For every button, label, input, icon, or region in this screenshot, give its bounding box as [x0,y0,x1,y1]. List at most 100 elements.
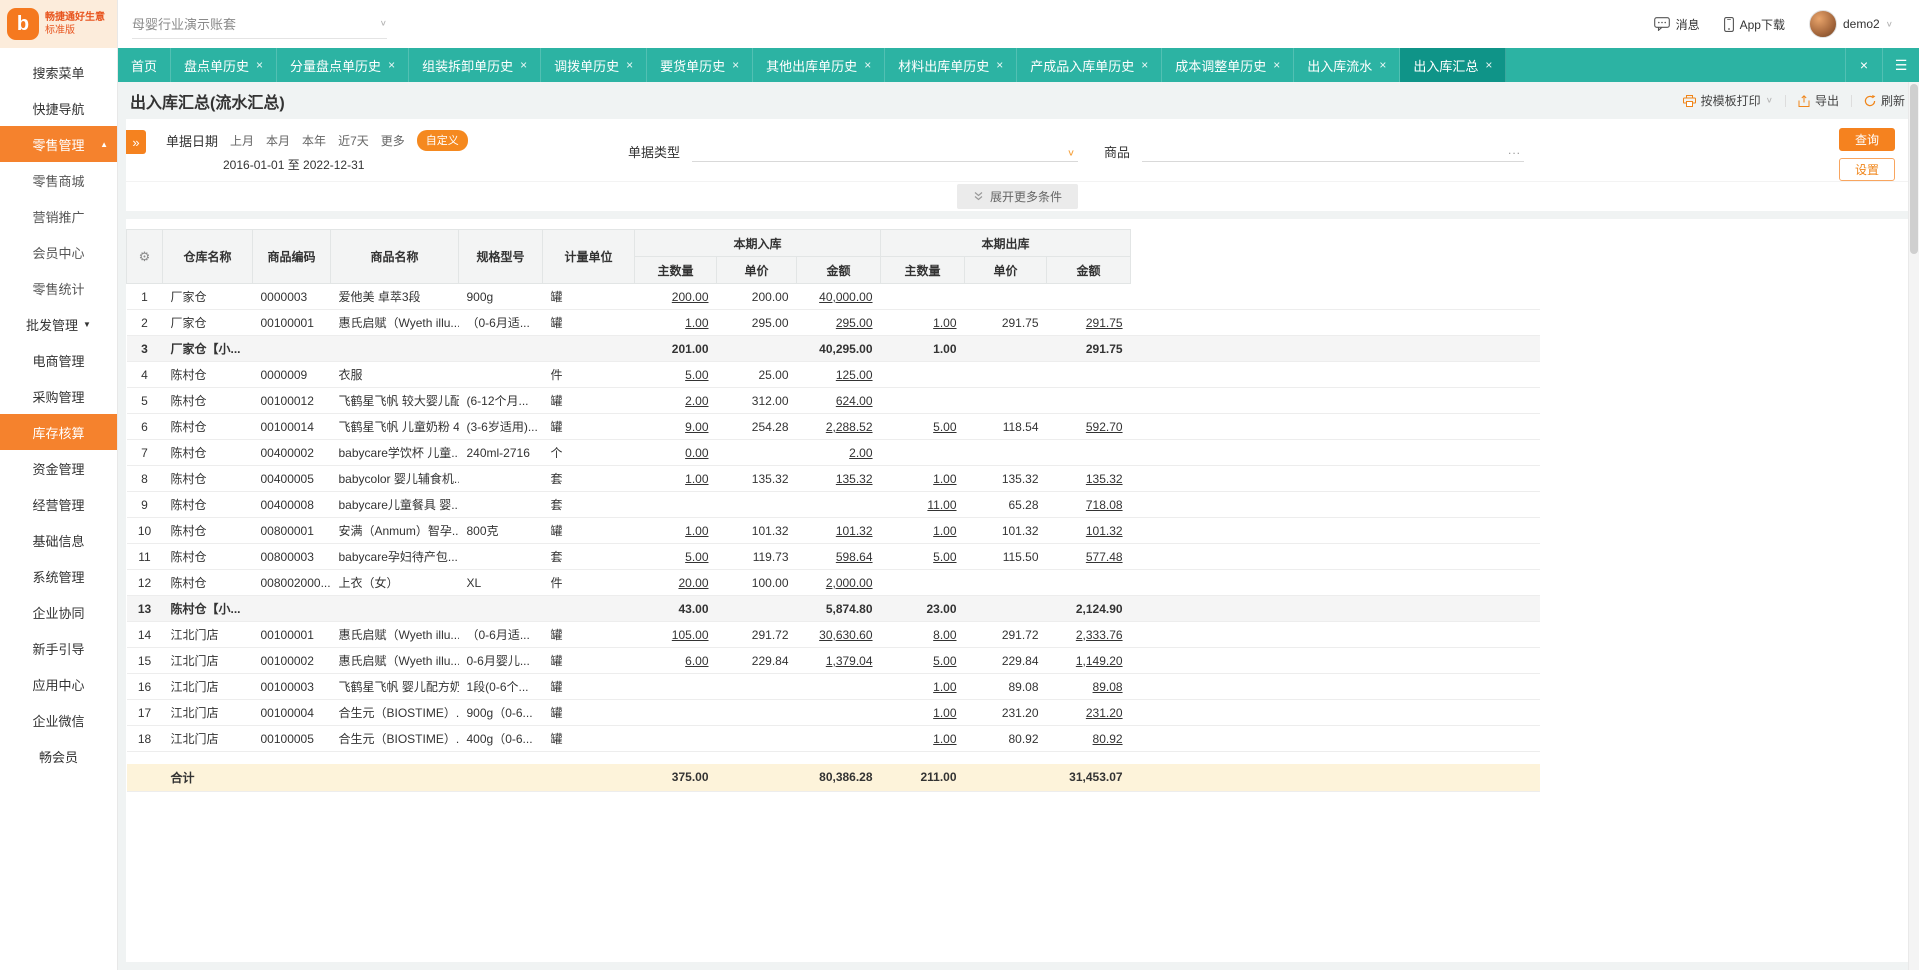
sidebar-item[interactable]: 库存核算 [0,414,117,450]
cell-out-amount-link[interactable]: 89.08 [1092,679,1123,694]
tab[interactable]: 调拨单历史 × [541,48,648,82]
cell-in-qty-link[interactable]: 2.00 [685,393,709,408]
user-menu[interactable]: demo2 ∨ [1808,10,1893,38]
cell-in-amount-link[interactable]: 295.00 [835,315,873,330]
tab-close-icon[interactable]: × [996,58,1004,72]
cell-in-qty-link[interactable]: 6.00 [685,653,709,668]
sidebar-item[interactable]: 畅会员 [0,738,117,774]
date-quick-option[interactable]: 本年 [302,133,327,148]
app-download-button[interactable]: App下载 [1723,16,1785,33]
tab-close-icon[interactable]: × [732,58,740,72]
cell-out-qty-link[interactable]: 1.00 [933,471,957,486]
sidebar-item[interactable]: 搜索菜单 [0,54,117,90]
sidebar-item[interactable]: 零售商城 [0,162,117,198]
cell-in-amount-link[interactable]: 40,000.00 [819,289,873,304]
cell-out-qty-link[interactable]: 1.00 [933,705,957,720]
cell-in-qty-link[interactable]: 0.00 [685,445,709,460]
product-input[interactable]: ... [1142,141,1524,162]
expand-panel-button[interactable]: » [126,130,146,154]
cell-in-amount-link[interactable]: 101.32 [835,523,873,538]
cell-out-amount-link[interactable]: 577.48 [1085,549,1123,564]
cell-in-qty-link[interactable]: 5.00 [685,367,709,382]
sidebar-item[interactable]: 零售统计 [0,270,117,306]
export-button[interactable]: 导出 [1798,92,1839,109]
settings-button[interactable]: 设置 [1839,158,1895,181]
cell-in-amount-link[interactable]: 30,630.60 [819,627,873,642]
sidebar-item[interactable]: 快捷导航 [0,90,117,126]
cell-out-qty-link[interactable]: 5.00 [933,653,957,668]
cell-out-qty-link[interactable]: 1.00 [933,731,957,746]
tab[interactable]: 组装拆卸单历史 × [409,48,542,82]
tab-close-icon[interactable]: × [520,58,528,72]
cell-out-amount-link[interactable]: 231.20 [1085,705,1123,720]
cell-in-amount-link[interactable]: 1,379.04 [825,653,873,668]
cell-out-amount-link[interactable]: 718.08 [1085,497,1123,512]
date-range-value[interactable]: 2016-01-01 至 2022-12-31 [223,158,365,172]
search-button[interactable]: 查询 [1839,128,1895,151]
sidebar-item[interactable]: 企业微信 [0,702,117,738]
cell-in-qty-link[interactable]: 1.00 [685,315,709,330]
cell-in-amount-link[interactable]: 624.00 [835,393,873,408]
tab-close-icon[interactable]: × [1379,58,1387,72]
cell-out-qty-link[interactable]: 5.00 [933,549,957,564]
sidebar-item[interactable]: 资金管理 [0,450,117,486]
tab[interactable]: 要货单历史 × [647,48,754,82]
cell-out-amount-link[interactable]: 101.32 [1085,523,1123,538]
gear-icon[interactable]: ⚙ [138,248,151,264]
tab[interactable]: 首页 [118,48,172,82]
cell-out-qty-link[interactable]: 5.00 [933,419,957,434]
cell-in-amount-link[interactable]: 2,288.52 [825,419,873,434]
date-quick-option[interactable]: 上月 [230,133,255,148]
cell-in-qty-link[interactable]: 1.00 [685,471,709,486]
tab[interactable]: 出入库汇总 × [1400,48,1507,82]
cell-out-qty-link[interactable]: 11.00 [927,497,957,512]
tab[interactable]: 盘点单历史 × [171,48,278,82]
sidebar-item[interactable]: 营销推广 [0,198,117,234]
cell-in-qty-link[interactable]: 5.00 [685,549,709,564]
cell-in-qty-link[interactable]: 9.00 [685,419,709,434]
sidebar-item[interactable]: 基础信息 [0,522,117,558]
date-quick-option[interactable]: 更多 [380,133,405,148]
cell-in-qty-link[interactable]: 105.00 [671,627,709,642]
print-by-template-button[interactable]: 按模板打印 ∨ [1682,92,1773,109]
cell-in-amount-link[interactable]: 2.00 [849,445,873,460]
cell-in-qty-link[interactable]: 200.00 [671,289,709,304]
date-quick-option[interactable]: 本月 [266,133,291,148]
tab[interactable]: 其他出库单历史 × [753,48,886,82]
sidebar-item[interactable]: 新手引导 [0,630,117,666]
sidebar-item[interactable]: 企业协同 [0,594,117,630]
tab[interactable]: 材料出库单历史 × [885,48,1018,82]
cell-out-qty-link[interactable]: 1.00 [933,315,957,330]
tab[interactable]: 分量盘点单历史 × [277,48,410,82]
sidebar-item[interactable]: 零售管理 ▲ [0,126,117,162]
sidebar-item[interactable]: 批发管理 ▼ [0,306,117,342]
scrollbar-thumb[interactable] [1910,84,1918,254]
cell-out-amount-link[interactable]: 2,333.76 [1075,627,1123,642]
cell-out-amount-link[interactable]: 135.32 [1085,471,1123,486]
tab[interactable]: 产成品入库单历史 × [1017,48,1163,82]
tab-close-icon[interactable]: × [864,58,872,72]
cell-in-qty-link[interactable]: 1.00 [685,523,709,538]
cell-out-qty-link[interactable]: 1.00 [933,679,957,694]
sidebar-item[interactable]: 系统管理 [0,558,117,594]
sidebar-item[interactable]: 电商管理 [0,342,117,378]
tab[interactable]: 出入库流水 × [1294,48,1401,82]
cell-out-amount-link[interactable]: 291.75 [1085,315,1123,330]
more-options-icon[interactable]: ... [1507,142,1521,157]
account-select[interactable]: 母婴行业演示账套 ∨ [132,9,387,39]
tab-close-icon[interactable]: × [626,58,634,72]
expand-more-conditions[interactable]: 展开更多条件 [956,184,1078,209]
messages-button[interactable]: 消息 [1653,16,1700,33]
cell-out-amount-link[interactable]: 592.70 [1085,419,1123,434]
tab-list-button[interactable]: ☰ [1882,48,1919,82]
tab-close-icon[interactable]: × [256,58,264,72]
cell-out-amount-link[interactable]: 80.92 [1092,731,1123,746]
custom-date-badge[interactable]: 自定义 [416,129,468,151]
close-tabs-button[interactable]: × [1845,48,1882,82]
sidebar-item[interactable]: 会员中心 [0,234,117,270]
doc-type-select[interactable]: ∨ [692,141,1078,162]
tab-close-icon[interactable]: × [388,58,396,72]
tab[interactable]: 成本调整单历史 × [1162,48,1295,82]
cell-out-amount-link[interactable]: 1,149.20 [1075,653,1123,668]
cell-in-amount-link[interactable]: 135.32 [835,471,873,486]
